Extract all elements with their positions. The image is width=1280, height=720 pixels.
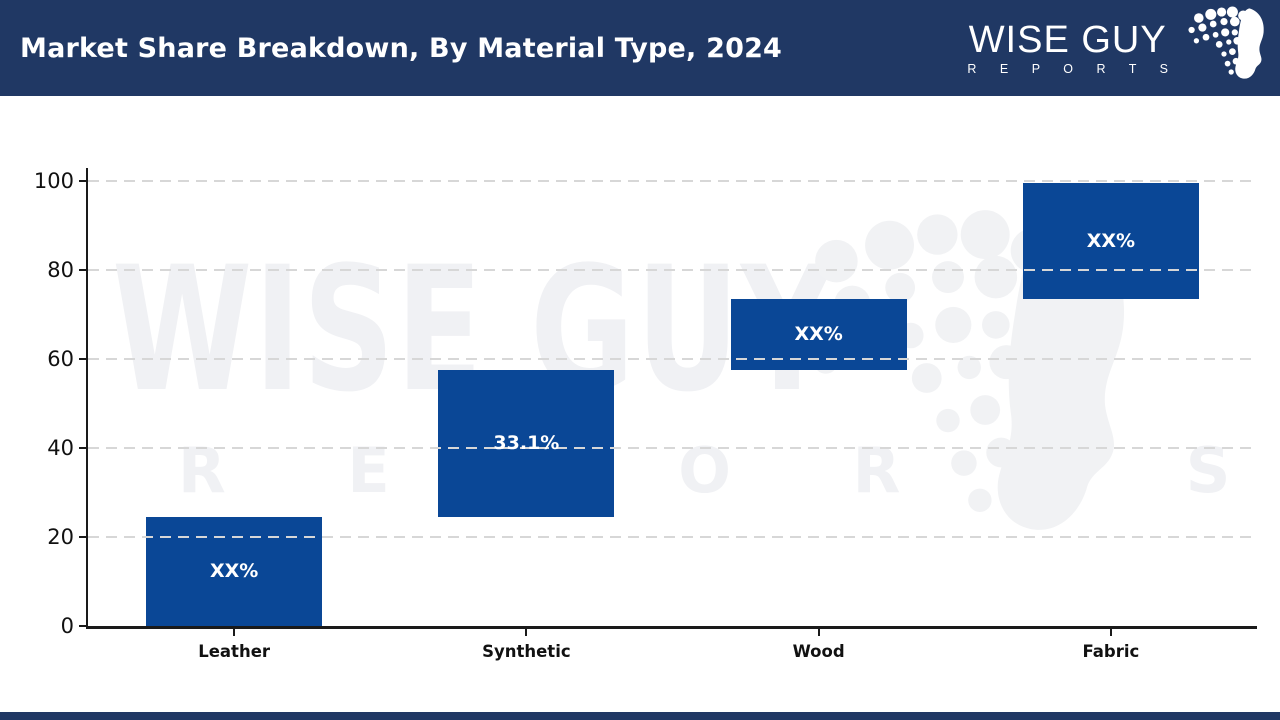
bar-wood xyxy=(730,298,907,370)
x-category-label-wood: Wood xyxy=(792,642,845,661)
y-tick-20 xyxy=(79,536,87,538)
gridline-40 xyxy=(88,447,1257,449)
brand-logo-text: WISE GUY R E P O R T S xyxy=(957,21,1178,76)
y-axis-line xyxy=(86,168,88,629)
y-tick-100 xyxy=(79,180,87,182)
x-tick-leather xyxy=(233,629,236,636)
chart-title: Market Share Breakdown, By Material Type… xyxy=(20,32,783,64)
y-tick-0 xyxy=(79,625,87,627)
y-tick-label-60: 60 xyxy=(47,347,74,371)
x-tick-synthetic xyxy=(525,629,528,636)
bar-value-label: XX% xyxy=(209,560,259,583)
y-tick-40 xyxy=(79,447,87,449)
x-category-label-leather: Leather xyxy=(198,642,271,661)
x-tick-wood xyxy=(817,629,820,636)
brand-name: WISE GUY xyxy=(968,18,1167,61)
brand-subname: R E P O R T S xyxy=(967,61,1178,76)
brand-face-dots-icon xyxy=(1188,6,1264,79)
bar-leather xyxy=(146,516,323,626)
y-tick-80 xyxy=(79,269,87,271)
watermark-face-dots xyxy=(790,210,1125,530)
gridline-80 xyxy=(88,269,1257,271)
footer-bar xyxy=(0,712,1280,720)
bar-value-label: XX% xyxy=(794,323,843,346)
y-tick-label-80: 80 xyxy=(47,258,74,282)
gridline-60 xyxy=(88,358,1257,360)
y-tick-60 xyxy=(79,358,87,360)
chart-canvas: WISE GUY R E P O R T S 0 20 40 60 80 100 XX% Le… xyxy=(0,96,1280,712)
x-tick-fabric xyxy=(1109,629,1112,636)
bar-value-label: 33.1% xyxy=(493,432,560,455)
gridline-100 xyxy=(88,180,1257,182)
y-tick-label-0: 0 xyxy=(60,614,74,638)
bar-value-label: XX% xyxy=(1086,230,1136,253)
x-category-label-synthetic: Synthetic xyxy=(482,642,571,661)
header-bar: Market Share Breakdown, By Material Type… xyxy=(0,0,1280,96)
bar-synthetic xyxy=(438,369,615,517)
y-tick-label-20: 20 xyxy=(47,525,74,549)
brand-logo: WISE GUY R E P O R T S xyxy=(957,0,1266,96)
bar-fabric xyxy=(1022,183,1199,299)
x-category-label-fabric: Fabric xyxy=(1082,642,1140,661)
gridline-20 xyxy=(88,536,1257,538)
x-axis-line xyxy=(86,626,1257,629)
y-tick-label-40: 40 xyxy=(47,436,74,460)
y-tick-label-100: 100 xyxy=(33,169,74,193)
